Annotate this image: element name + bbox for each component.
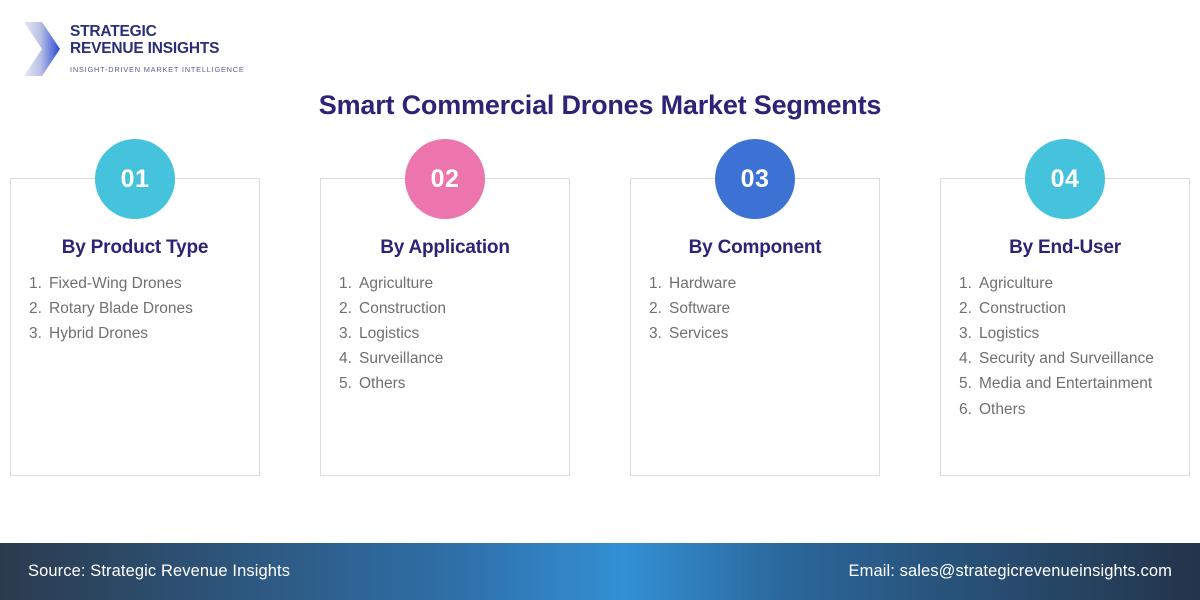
list-item: 2. Construction (957, 296, 1173, 321)
list-item-number: 2. (29, 300, 42, 318)
segment-badge-04: 04 (1025, 139, 1105, 219)
page-title: Smart Commercial Drones Market Segments (318, 90, 882, 120)
segment-title: By Product Type (61, 237, 209, 258)
list-item-label: Logistics (359, 325, 420, 343)
list-item-number: 1. (959, 275, 972, 292)
list-item-number: 5. (339, 375, 352, 393)
list-item-label: Others (359, 375, 406, 393)
list-item-label: Software (669, 300, 731, 318)
list-item-number: 6. (959, 400, 972, 418)
segment-badge-02: 02 (405, 139, 485, 219)
list-item-number: 3. (649, 325, 662, 343)
segment-badge-03: 03 (715, 139, 795, 219)
segment-title: By End-User (1009, 237, 1121, 258)
brand-name-line-1: STRATEGIC (70, 23, 157, 40)
list-item-number: 2. (649, 300, 662, 318)
list-item: 6. Others (957, 397, 1173, 422)
list-item: 5. Others (337, 371, 553, 396)
list-item-number: 3. (339, 325, 352, 343)
segment-card-list: 01 By Product Type 1. Fixed-Wing Drones 2… (10, 139, 1190, 476)
list-item-label: Agriculture (979, 275, 1054, 292)
list-item-label: Security and Surveillance (979, 350, 1154, 368)
segment-card-component: 03 By Component 1. Hardware 2. Software 3.… (630, 139, 880, 476)
segment-title: By Application (380, 237, 510, 258)
list-item-number: 2. (959, 300, 972, 318)
list-item: 5. Media and Entertainment (957, 371, 1173, 396)
list-item-number: 3. (29, 325, 42, 343)
segment-items: 1. Hardware 2. Software 3. Services (647, 271, 863, 346)
list-item: 1. Agriculture (337, 271, 553, 296)
segment-items: 1. Agriculture 2. Construction 3. Logistics… (957, 271, 1173, 422)
list-item: 1. Agriculture (957, 271, 1173, 296)
segment-card-end-user: 04 By End-User 1. Agriculture 2. Construct… (940, 139, 1190, 476)
list-item-number: 3. (959, 325, 972, 343)
footer-source: Source: Strategic Revenue Insights (28, 562, 291, 580)
list-item: 3. Logistics (957, 321, 1173, 346)
segment-items: 1. Fixed-Wing Drones 2. Rotary Blade Drone… (27, 271, 243, 346)
list-item: 4. Security and Surveillance (957, 346, 1173, 371)
list-item-number: 1. (29, 275, 42, 292)
list-item-label: Construction (359, 300, 447, 318)
list-item: 2. Construction (337, 296, 553, 321)
segment-number: 03 (740, 164, 770, 193)
list-item-label: Others (979, 400, 1026, 418)
list-item-label: Media and Entertainment (979, 375, 1153, 393)
segment-card-product-type: 01 By Product Type 1. Fixed-Wing Drones 2… (10, 139, 260, 476)
list-item-label: Agriculture (359, 275, 434, 292)
list-item-number: 4. (339, 350, 352, 368)
footer-email[interactable]: Email: sales@strategicrevenueinsights.co… (848, 562, 1172, 580)
list-item: 1. Fixed-Wing Drones (27, 271, 243, 296)
list-item: 2. Software (647, 296, 863, 321)
brand-tagline: INSIGHT-DRIVEN MARKET INTELLIGENCE (70, 64, 245, 74)
chevron-right-logo-mark (24, 22, 60, 76)
brand-name-line-2: REVENUE INSIGHTS (70, 40, 220, 58)
list-item-label: Surveillance (359, 350, 444, 368)
list-item-label: Services (669, 325, 729, 343)
list-item-number: 4. (959, 350, 972, 368)
list-item-label: Hybrid Drones (49, 325, 149, 343)
segment-title: By Component (688, 237, 822, 258)
list-item: 3. Hybrid Drones (27, 321, 243, 346)
brand-logo: STRATEGIC REVENUE INSIGHTS INSIGHT-DRIVE… (22, 20, 245, 78)
list-item-number: 1. (339, 275, 352, 292)
list-item-label: Rotary Blade Drones (49, 300, 193, 318)
list-item: 3. Services (647, 321, 863, 346)
list-item-label: Fixed-Wing Drones (49, 275, 182, 292)
list-item-number: 5. (959, 375, 972, 393)
segment-card-application: 02 By Application 1. Agriculture 2. Constr… (320, 139, 570, 476)
segment-number: 04 (1050, 164, 1080, 193)
list-item-label: Hardware (669, 275, 737, 292)
list-item: 4. Surveillance (337, 346, 553, 371)
segment-number: 01 (120, 164, 150, 193)
segment-number: 02 (430, 164, 460, 193)
list-item: 2. Rotary Blade Drones (27, 296, 243, 321)
list-item: 1. Hardware (647, 271, 863, 296)
list-item-label: Logistics (979, 325, 1040, 343)
list-item: 3. Logistics (337, 321, 553, 346)
list-item-number: 2. (339, 300, 352, 318)
list-item-label: Construction (979, 300, 1067, 318)
footer-bar: Source: Strategic Revenue Insights Email… (0, 543, 1200, 600)
segment-items: 1. Agriculture 2. Construction 3. Logistics… (337, 271, 553, 397)
segment-badge-01: 01 (95, 139, 175, 219)
list-item-number: 1. (649, 275, 662, 292)
